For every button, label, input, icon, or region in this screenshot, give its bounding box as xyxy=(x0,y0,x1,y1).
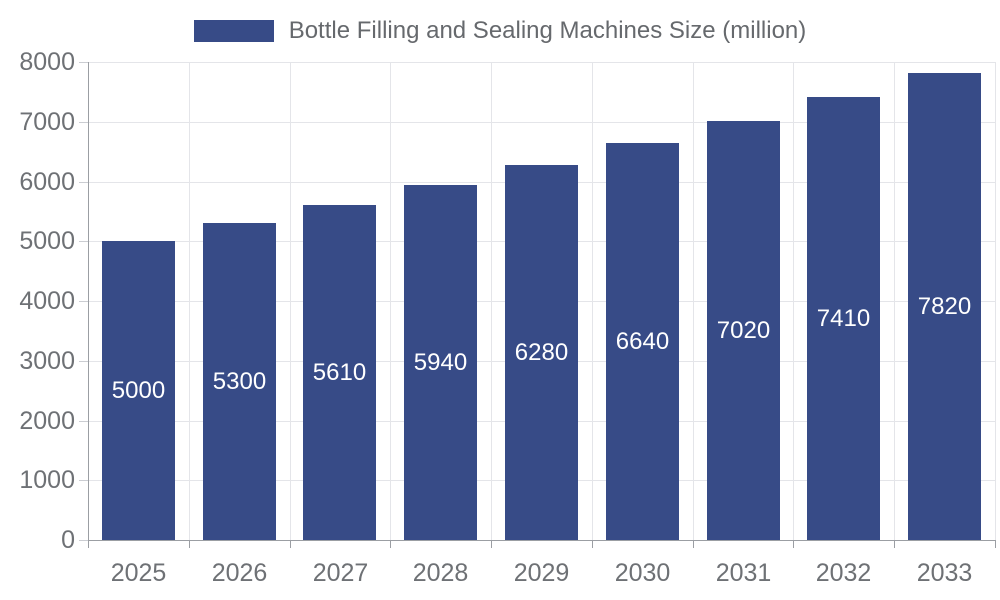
y-axis-label: 8000 xyxy=(19,48,75,76)
bar[interactable]: 5610 xyxy=(303,205,376,540)
x-axis-tick xyxy=(793,540,794,548)
x-gridline xyxy=(390,62,391,540)
x-axis-tick xyxy=(390,540,391,548)
x-gridline xyxy=(592,62,593,540)
x-gridline xyxy=(793,62,794,540)
y-gridline xyxy=(88,122,995,123)
bar-value-label: 7020 xyxy=(716,316,771,344)
legend-label: Bottle Filling and Sealing Machines Size… xyxy=(288,17,807,44)
bar[interactable]: 7020 xyxy=(707,121,780,540)
bar[interactable]: 7820 xyxy=(908,73,981,540)
y-axis-label: 0 xyxy=(61,526,75,554)
bar[interactable]: 5000 xyxy=(102,241,175,540)
x-gridline xyxy=(995,62,996,540)
x-axis-label: 2032 xyxy=(815,559,872,587)
y-axis-tick xyxy=(79,301,88,302)
x-axis-tick xyxy=(592,540,593,548)
x-gridline xyxy=(491,62,492,540)
y-axis-tick xyxy=(79,182,88,183)
x-axis-label: 2031 xyxy=(715,559,772,587)
x-axis-tick xyxy=(995,540,996,548)
x-axis-tick xyxy=(894,540,895,548)
x-axis-label: 2025 xyxy=(110,559,167,587)
bar-value-label: 5940 xyxy=(413,348,468,376)
x-gridline xyxy=(290,62,291,540)
x-axis-label: 2026 xyxy=(211,559,268,587)
x-axis-label: 2033 xyxy=(916,559,973,587)
legend-swatch xyxy=(193,20,274,42)
y-axis-label: 7000 xyxy=(19,108,75,136)
x-axis-label: 2028 xyxy=(412,559,469,587)
bar[interactable]: 5940 xyxy=(404,185,477,540)
y-axis-label: 5000 xyxy=(19,227,75,255)
bar-value-label: 5610 xyxy=(312,358,367,386)
y-axis-tick xyxy=(79,540,88,541)
bar[interactable]: 6280 xyxy=(505,165,578,540)
x-axis-tick xyxy=(290,540,291,548)
y-axis-label: 6000 xyxy=(19,168,75,196)
y-axis-tick xyxy=(79,480,88,481)
bar[interactable]: 5300 xyxy=(203,223,276,540)
bar-value-label: 6280 xyxy=(514,338,569,366)
x-axis-label: 2027 xyxy=(312,559,369,587)
bar-value-label: 5000 xyxy=(111,376,166,404)
y-axis-label: 2000 xyxy=(19,407,75,435)
bar[interactable]: 6640 xyxy=(606,143,679,540)
y-axis-tick xyxy=(79,241,88,242)
bar-value-label: 6640 xyxy=(615,327,670,355)
y-axis-tick xyxy=(79,62,88,63)
x-gridline xyxy=(693,62,694,540)
x-axis-tick xyxy=(491,540,492,548)
x-axis-tick xyxy=(88,540,89,548)
bar[interactable]: 7410 xyxy=(807,97,880,540)
y-axis-tick xyxy=(79,421,88,422)
x-axis-label: 2030 xyxy=(614,559,671,587)
bar-value-label: 7820 xyxy=(917,292,972,320)
x-gridline xyxy=(189,62,190,540)
y-axis-label: 1000 xyxy=(19,466,75,494)
y-axis-tick xyxy=(79,361,88,362)
x-axis-line xyxy=(88,540,996,541)
y-axis-label: 3000 xyxy=(19,347,75,375)
bar-value-label: 5300 xyxy=(212,367,267,395)
legend[interactable]: Bottle Filling and Sealing Machines Size… xyxy=(0,16,1000,46)
x-axis-label: 2029 xyxy=(513,559,570,587)
y-axis-line xyxy=(88,62,89,540)
x-axis-tick xyxy=(189,540,190,548)
y-gridline xyxy=(88,62,995,63)
x-gridline xyxy=(894,62,895,540)
y-axis-label: 4000 xyxy=(19,287,75,315)
bar-value-label: 7410 xyxy=(816,304,871,332)
y-axis-tick xyxy=(79,122,88,123)
x-axis-tick xyxy=(693,540,694,548)
